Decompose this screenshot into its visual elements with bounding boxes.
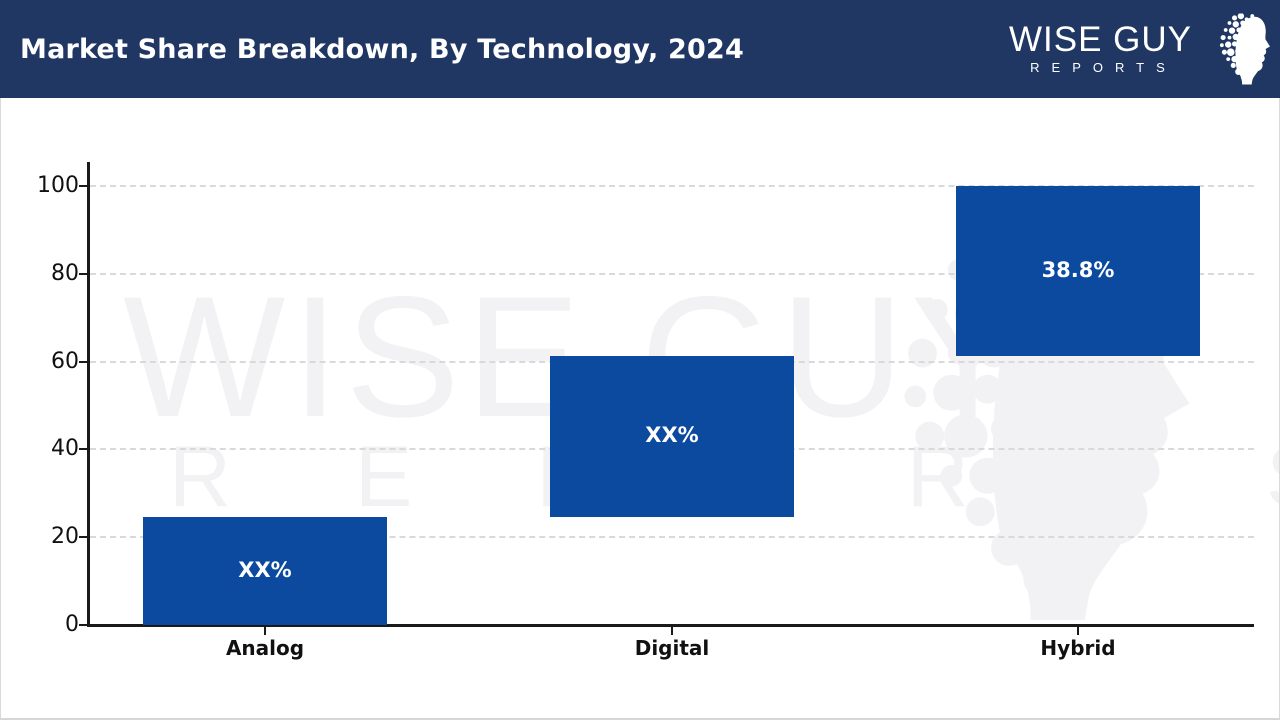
bar-hybrid <box>956 186 1200 357</box>
gridline-80 <box>90 272 1254 275</box>
gridline-100 <box>90 185 1254 187</box>
page-title: Market Share Breakdown, By Technology, 2… <box>20 33 745 65</box>
logo-text: WISE GUY REPORTS <box>1008 20 1192 75</box>
x-category-label: Digital <box>634 636 710 660</box>
logo-line1: WISE GUY <box>1008 20 1192 59</box>
x-category-label: Hybrid <box>1040 636 1116 660</box>
y-tick-label: 20 <box>51 524 79 550</box>
y-tick-40 <box>79 448 88 451</box>
y-tick-label: 60 <box>51 348 79 374</box>
logo-face-icon <box>1194 7 1270 91</box>
y-tick-80 <box>79 272 88 275</box>
bar-value-label: XX% <box>238 557 292 582</box>
x-tick-digital <box>671 627 673 635</box>
y-tick-60 <box>79 360 88 363</box>
x-tick-analog <box>264 627 266 635</box>
header: Market Share Breakdown, By Technology, 2… <box>0 0 1280 98</box>
logo-line2: REPORTS <box>1030 60 1177 75</box>
y-tick-label: 0 <box>65 612 79 637</box>
y-tick-label: 80 <box>51 260 79 286</box>
y-axis-line <box>87 162 90 627</box>
x-category-label: Analog <box>225 636 305 660</box>
bar-analog <box>143 516 387 625</box>
gridline-20 <box>90 536 1254 539</box>
wiseguy-logo: WISE GUY REPORTS <box>1009 7 1270 91</box>
bar-value-label: XX% <box>645 423 699 448</box>
chart-area: WISE GUY R E P O R T S 020406080100XX%An… <box>0 98 1280 720</box>
bar-digital <box>550 356 794 517</box>
y-tick-label: 100 <box>37 173 79 198</box>
x-tick-hybrid <box>1077 627 1079 635</box>
y-tick-100 <box>79 185 88 187</box>
y-tick-0 <box>79 624 88 626</box>
y-tick-label: 40 <box>51 436 79 462</box>
bar-value-label: 38.8% <box>1041 258 1115 283</box>
y-tick-20 <box>79 536 88 539</box>
x-axis-line <box>89 624 1254 627</box>
